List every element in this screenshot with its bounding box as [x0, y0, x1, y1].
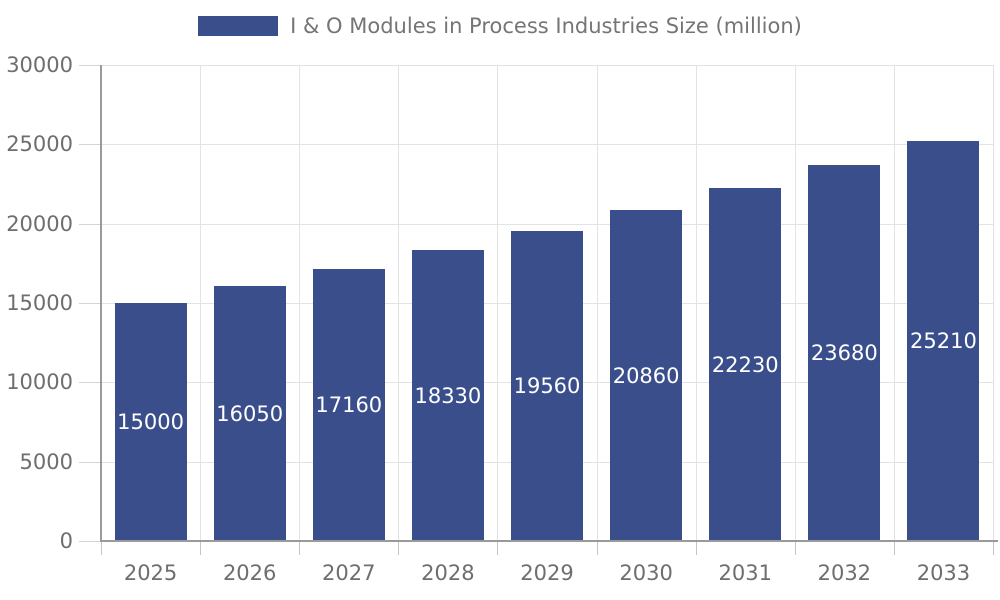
x-tick	[101, 541, 102, 555]
bar: 19560	[511, 230, 583, 541]
y-tick	[79, 223, 101, 225]
y-tick	[79, 303, 101, 304]
legend[interactable]: I & O Modules in Process Industries Size…	[0, 14, 1000, 38]
x-gridline	[695, 65, 697, 541]
x-gridline	[398, 65, 400, 541]
x-tick-label: 2030	[619, 561, 673, 585]
x-tick-label: 2029	[520, 561, 574, 585]
y-gridline	[101, 65, 993, 66]
bar-value-label: 25210	[910, 328, 977, 353]
bar-value-label: 15000	[117, 410, 184, 434]
x-tick	[893, 541, 895, 555]
x-axis-line	[100, 540, 998, 542]
bar-value-label: 16050	[216, 401, 284, 426]
bar: 20860	[610, 210, 683, 541]
y-tick-label: 10000	[6, 370, 73, 395]
bar: 22230	[709, 188, 782, 541]
x-tick-label: 2033	[916, 561, 971, 585]
y-tick-label: 25000	[6, 132, 73, 157]
y-tick	[79, 461, 101, 463]
bar-value-label: 23680	[810, 341, 878, 366]
y-tick	[79, 541, 101, 542]
x-tick	[794, 541, 796, 555]
x-tick	[993, 541, 994, 555]
x-tick	[497, 541, 499, 555]
y-axis-line	[100, 65, 102, 542]
y-gridline	[101, 223, 993, 225]
x-tick-label: 2027	[322, 561, 376, 585]
bar-value-label: 19560	[513, 373, 581, 398]
y-gridline	[101, 144, 993, 146]
bar-value-label: 18330	[414, 383, 482, 408]
bar: 23680	[808, 165, 881, 541]
x-tick	[596, 541, 598, 555]
x-tick	[398, 541, 400, 555]
x-gridline	[794, 65, 796, 541]
x-tick	[695, 541, 697, 555]
x-tick-label: 2028	[421, 561, 475, 585]
y-tick-label: 5000	[19, 449, 73, 474]
x-gridline	[299, 65, 301, 541]
x-gridline	[497, 65, 499, 541]
bar-value-label: 22230	[711, 352, 779, 377]
x-gridline	[596, 65, 598, 541]
bar: 16050	[213, 286, 286, 541]
bar: 15000	[114, 303, 187, 541]
x-tick-label: 2031	[718, 561, 772, 585]
x-gridline	[200, 65, 202, 541]
x-gridline	[993, 65, 994, 541]
legend-swatch	[198, 16, 279, 36]
x-tick	[299, 541, 301, 555]
bar-value-label: 20860	[612, 363, 680, 388]
bar-value-label: 17160	[315, 392, 383, 417]
y-tick	[79, 382, 101, 384]
y-tick-label: 30000	[6, 53, 73, 77]
bar: 25210	[907, 141, 980, 541]
x-gridline	[893, 65, 895, 541]
x-tick	[200, 541, 202, 555]
x-tick-label: 2032	[817, 561, 872, 585]
y-tick	[79, 144, 101, 146]
bar: 17160	[312, 268, 385, 541]
y-tick-label: 20000	[6, 211, 73, 236]
y-tick-label: 0	[59, 529, 73, 553]
x-tick-label: 2025	[123, 561, 178, 585]
x-tick-label: 2026	[222, 561, 277, 585]
y-tick-label: 15000	[6, 291, 73, 315]
bar: 18330	[411, 250, 484, 541]
legend-label: I & O Modules in Process Industries Size…	[290, 14, 802, 38]
y-tick	[79, 65, 101, 66]
